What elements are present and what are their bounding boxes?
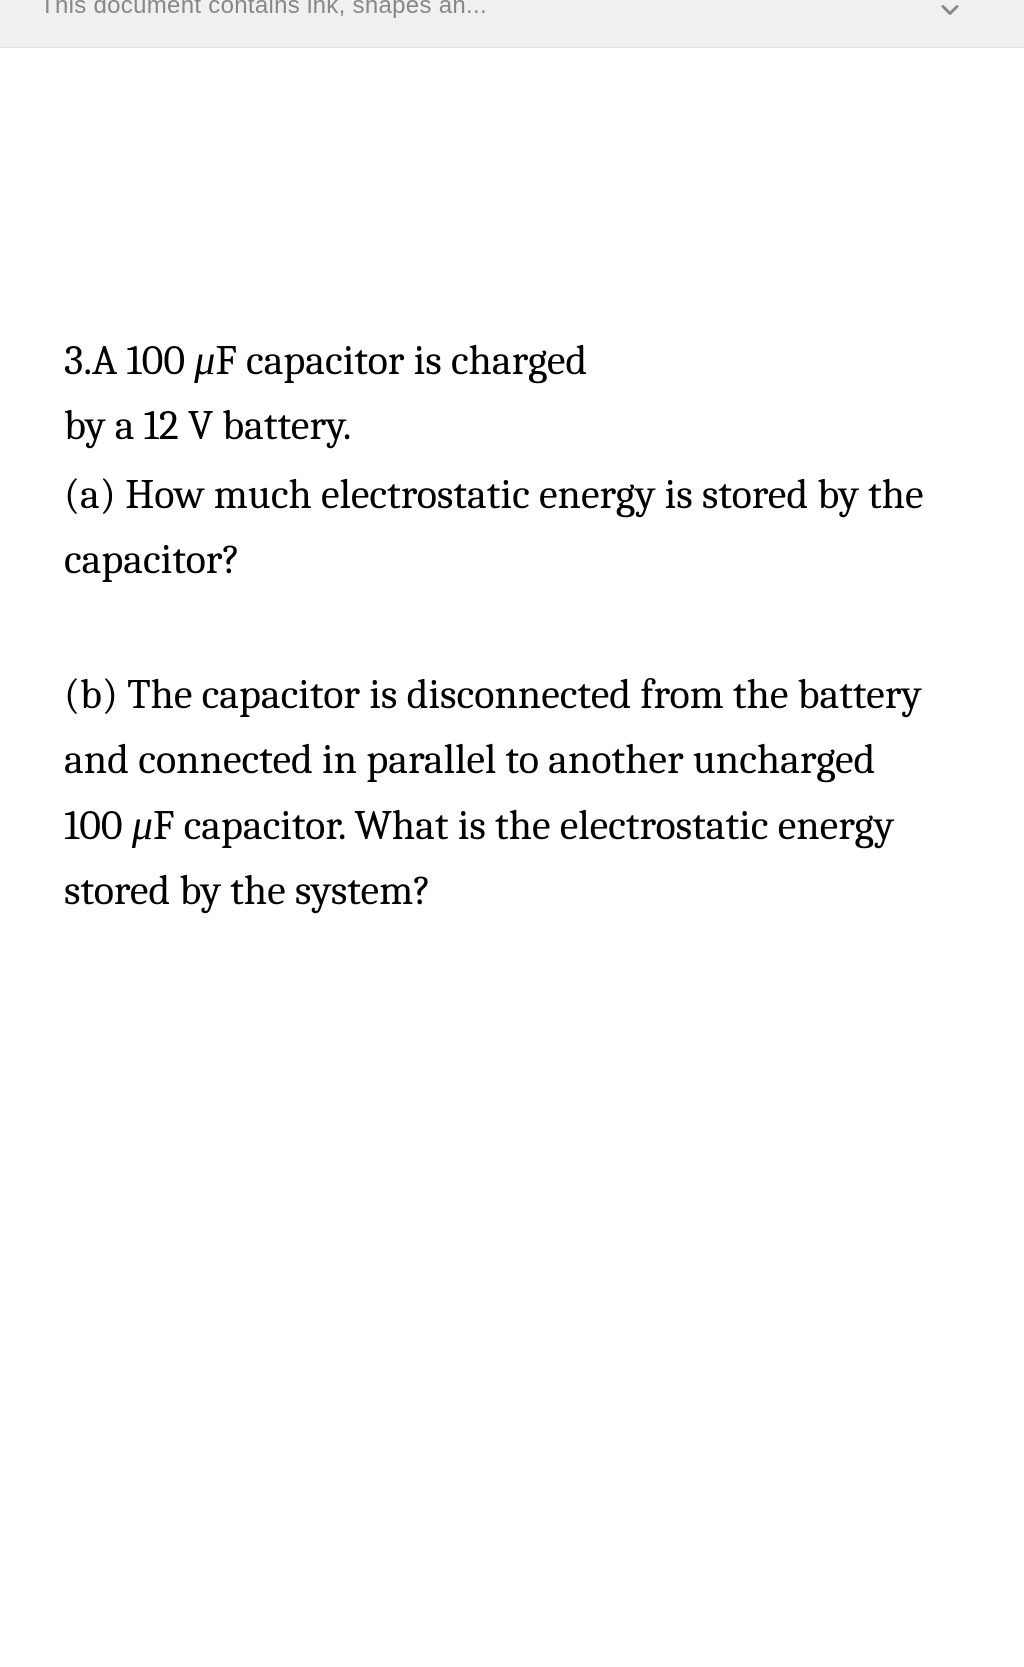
part-b-label: (b) — [64, 670, 118, 719]
intro-text-1: 3.A 100 — [64, 336, 194, 385]
document-notice-text: This document contains ink, shapes an... — [40, 0, 487, 20]
part-a-text: How much electrostatic energy is stored … — [64, 470, 924, 584]
header-bar: This document contains ink, shapes an... — [0, 0, 1024, 48]
document-content: 3.A 100 μF capacitor is charged by a 12 … — [0, 48, 1024, 923]
problem-part-a: (a) How much electrostatic energy is sto… — [64, 462, 924, 592]
mu-symbol: μ — [194, 336, 215, 385]
problem-intro: 3.A 100 μF capacitor is charged by a 12 … — [64, 328, 924, 458]
intro-text-1-cont: F capacitor is charged — [215, 336, 587, 385]
part-a-label: (a) — [64, 470, 116, 519]
intro-text-2: by a 12 V battery. — [64, 401, 351, 450]
part-b-text-after: F capacitor. What is the electrostatic e… — [64, 801, 894, 915]
chevron-down-icon[interactable] — [936, 0, 964, 24]
problem-part-b: (b) The capacitor is disconnected from t… — [64, 662, 924, 922]
mu-symbol-2: μ — [132, 801, 153, 850]
